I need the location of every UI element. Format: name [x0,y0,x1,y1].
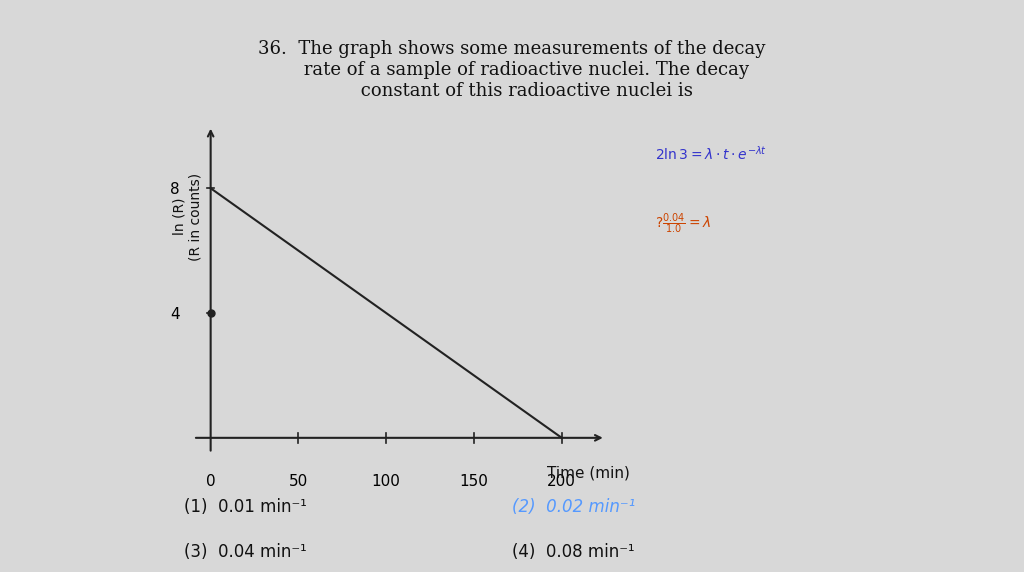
Text: (4)  0.08 min⁻¹: (4) 0.08 min⁻¹ [512,543,635,561]
Text: 36.  The graph shows some measurements of the decay
     rate of a sample of rad: 36. The graph shows some measurements of… [258,40,766,100]
Text: (2)  0.02 min⁻¹: (2) 0.02 min⁻¹ [512,498,635,515]
Text: $? \frac{0.04}{1.0} = \lambda$: $? \frac{0.04}{1.0} = \lambda$ [655,212,712,236]
Text: $2\ln 3 = \lambda \cdot t \cdot e^{-\lambda t}$: $2\ln 3 = \lambda \cdot t \cdot e^{-\lam… [655,145,767,163]
Text: Time (min): Time (min) [547,466,630,481]
Text: (3)  0.04 min⁻¹: (3) 0.04 min⁻¹ [184,543,307,561]
Text: ln (R)
(R in counts): ln (R) (R in counts) [173,173,203,261]
Text: (1)  0.01 min⁻¹: (1) 0.01 min⁻¹ [184,498,307,515]
